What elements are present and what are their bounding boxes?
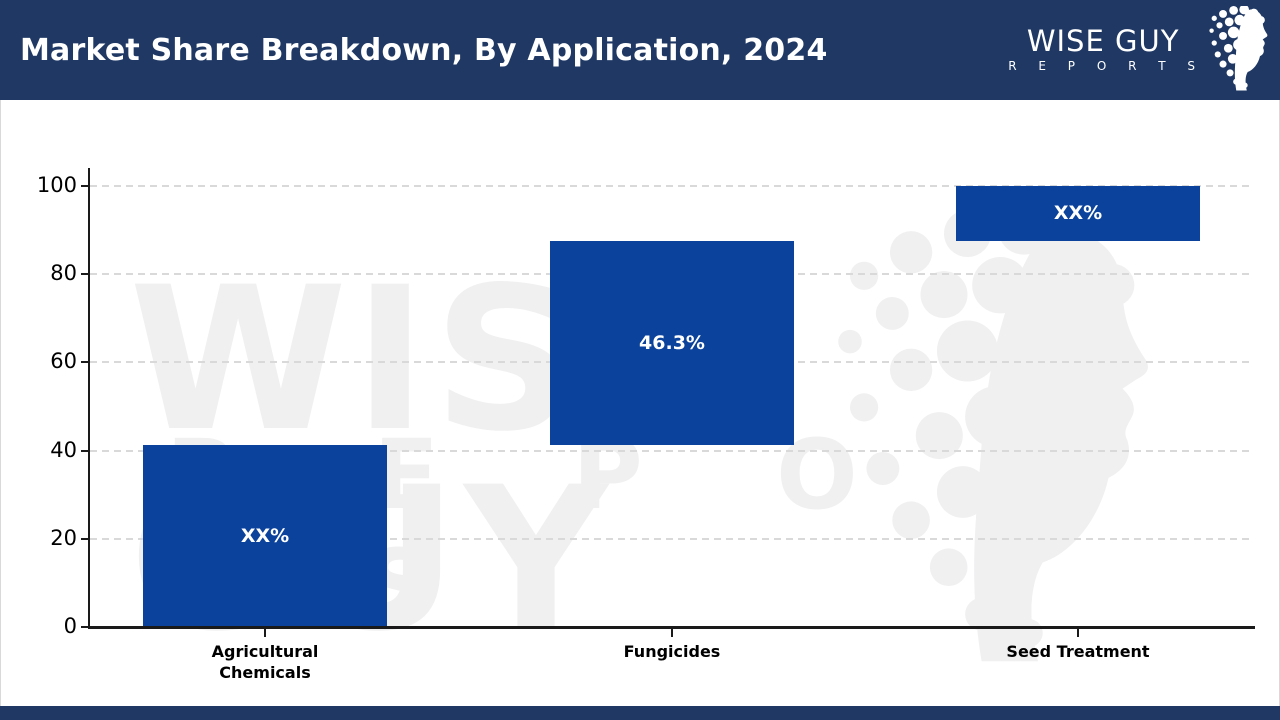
bar-value-label-3: XX% [1053, 202, 1103, 225]
y-tick-label-100: 100 [36, 173, 77, 197]
bar-2: 46.3% [550, 240, 794, 445]
chart-title: Market Share Breakdown, By Application, … [20, 32, 828, 68]
logo-tagline: R E P O R T S [1008, 59, 1204, 73]
logo-text: WISE GUY R E P O R T S [1002, 26, 1204, 74]
y-tick-100 [81, 185, 89, 187]
bar-value-label-1: XX% [240, 524, 290, 547]
head-logo-icon [1206, 6, 1270, 94]
y-tick-60 [81, 361, 89, 364]
logo-name: WISE GUY [1026, 24, 1180, 58]
y-tick-label-0: 0 [63, 614, 77, 638]
gridline-40 [90, 449, 1254, 452]
bar-3: XX% [956, 186, 1200, 241]
y-tick-0 [81, 626, 89, 628]
gridline-100 [90, 185, 1254, 187]
chart-area: WISE GUY R E P O R T S 020406080100XX%Ag… [0, 100, 1280, 706]
x-category-label-1: Agricultural Chemicals [211, 642, 319, 682]
header-bar: Market Share Breakdown, By Application, … [0, 0, 1280, 100]
x-tick-1 [264, 629, 266, 637]
x-tick-3 [1077, 629, 1079, 637]
x-category-label-2: Fungicides [623, 642, 721, 661]
y-tick-label-40: 40 [50, 437, 77, 462]
x-axis-line [88, 626, 1255, 629]
y-tick-40 [81, 449, 89, 452]
y-tick-label-20: 20 [50, 525, 77, 550]
gridline-20 [90, 537, 1254, 540]
y-tick-20 [81, 537, 89, 540]
watermark-head-icon [796, 210, 1186, 680]
x-category-label-3: Seed Treatment [1006, 642, 1150, 661]
bar-value-label-2: 46.3% [639, 331, 705, 354]
y-tick-label-60: 60 [50, 349, 77, 374]
wise-guy-logo: WISE GUY R E P O R T S [1002, 6, 1270, 94]
y-tick-label-80: 80 [50, 261, 77, 286]
footer-bar [0, 706, 1280, 720]
x-tick-2 [671, 629, 673, 637]
y-tick-80 [81, 273, 89, 276]
bar-1: XX% [143, 444, 387, 627]
y-axis-line [88, 168, 90, 629]
